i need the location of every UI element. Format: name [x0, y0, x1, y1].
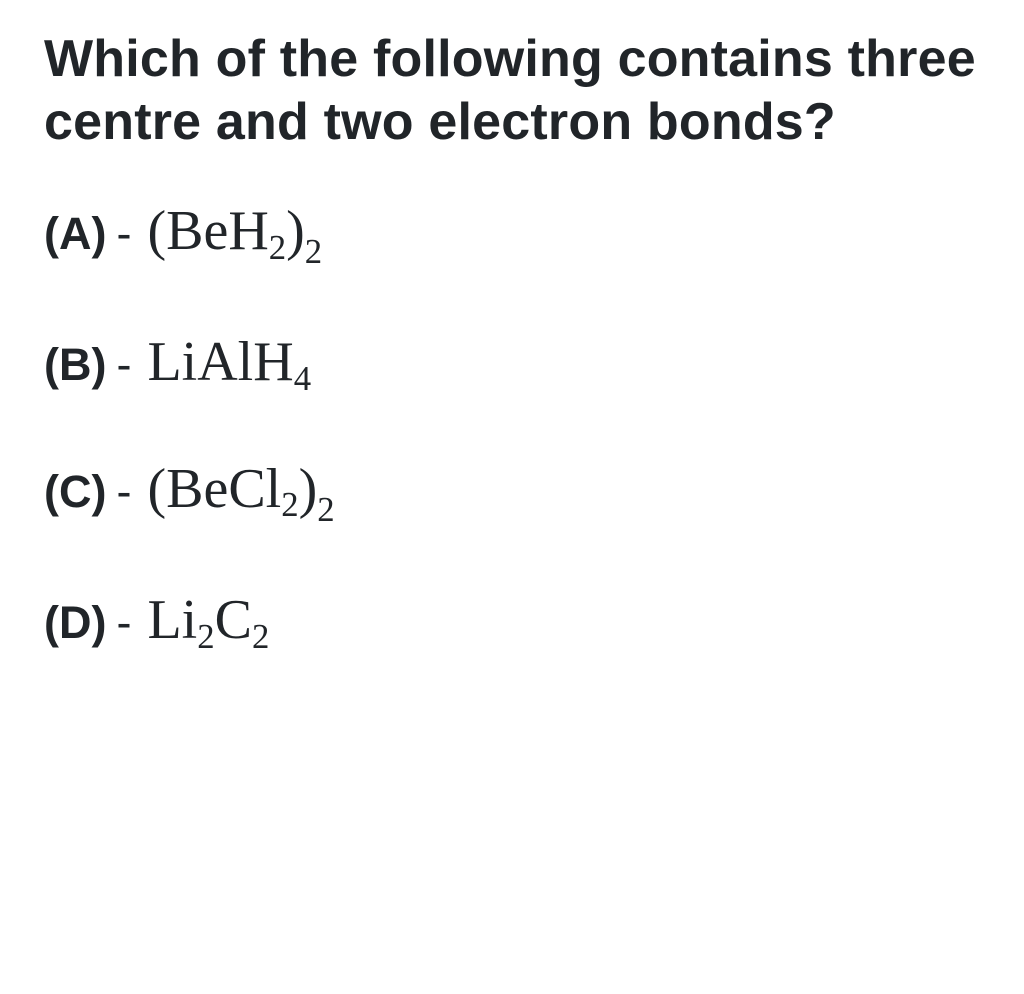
option-d: (D)- Li2C2	[44, 592, 984, 654]
question-page: Which of the following contains three ce…	[0, 0, 1024, 654]
option-a: (A)- (BeH2)2	[44, 203, 984, 270]
option-formula: Li2C2	[147, 592, 269, 654]
option-dash: -	[116, 597, 131, 649]
option-formula: (BeH2)2	[147, 203, 322, 270]
option-label: (D)	[44, 597, 106, 649]
option-formula: (BeCl2)2	[147, 461, 334, 528]
question-text: Which of the following contains three ce…	[44, 28, 984, 155]
option-b: (B)- LiAlH4	[44, 334, 984, 396]
option-formula: LiAlH4	[147, 334, 311, 396]
option-c: (C)- (BeCl2)2	[44, 461, 984, 528]
option-dash: -	[116, 339, 131, 391]
options-list: (A)- (BeH2)2 (B)- LiAlH4 (C)- (BeCl2)2 (…	[44, 203, 984, 654]
option-dash: -	[116, 466, 131, 518]
option-label: (A)	[44, 208, 106, 260]
option-label: (C)	[44, 466, 106, 518]
option-label: (B)	[44, 339, 106, 391]
option-dash: -	[116, 208, 131, 260]
